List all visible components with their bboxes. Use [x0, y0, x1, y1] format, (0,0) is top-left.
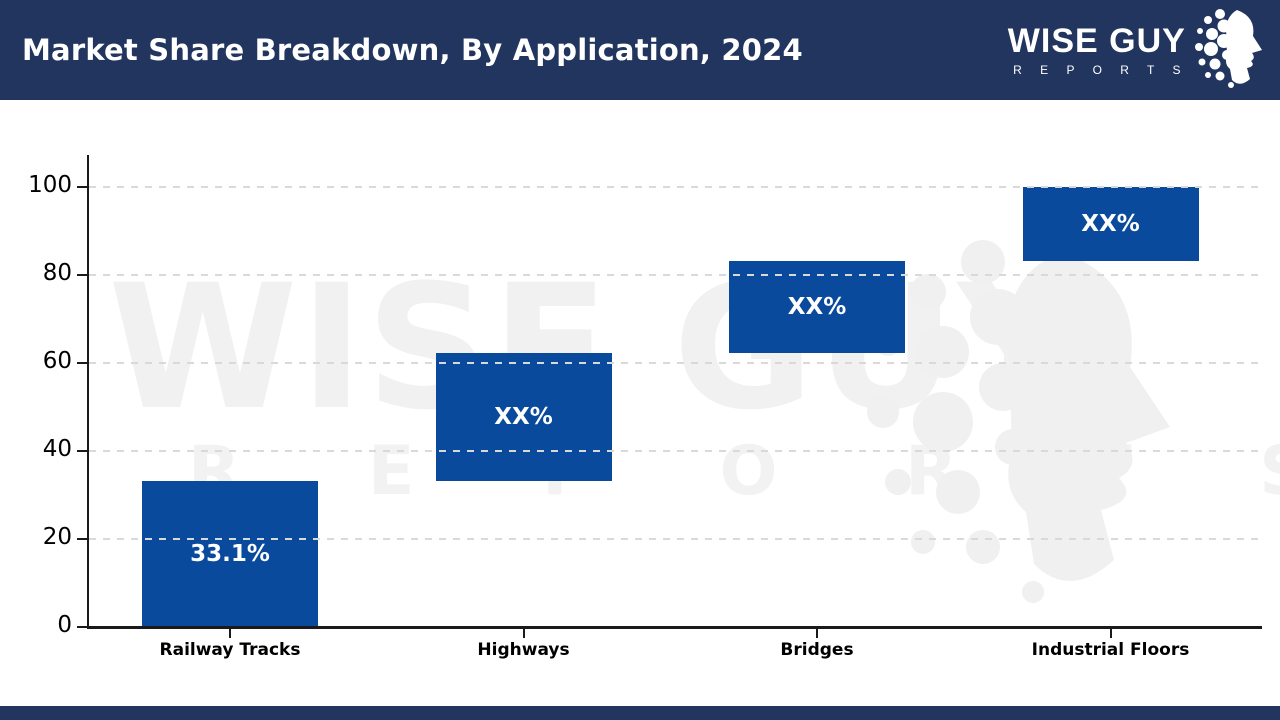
bar-value-label-highways: XX% — [494, 404, 553, 431]
y-tick-mark-60 — [77, 362, 87, 364]
header-bar: Market Share Breakdown, By Application, … — [0, 0, 1280, 100]
x-tick-mark-railway-tracks — [229, 629, 231, 638]
x-tick-label-highways: Highways — [477, 640, 570, 660]
watermark-face-icon — [867, 240, 1170, 603]
chart-title: Market Share Breakdown, By Application, … — [22, 33, 803, 67]
x-tick-label-bridges: Bridges — [780, 640, 854, 660]
brand-face-icon — [1195, 9, 1262, 88]
gridline-60 — [89, 362, 1262, 364]
bar-value-label-industrial-floors: XX% — [1081, 210, 1140, 237]
bar-value-label-bridges: XX% — [787, 293, 847, 320]
bar-industrial-floors: XX% — [1022, 187, 1199, 261]
brand-logo-text: WISE GUY R E P O R T S — [1006, 24, 1188, 77]
y-tick-mark-100 — [77, 186, 87, 188]
y-tick-label-40: 40 — [42, 436, 72, 462]
gridline-20 — [89, 538, 1262, 540]
brand-subtitle: R E P O R T S — [1013, 62, 1188, 77]
footer-bar — [0, 706, 1280, 720]
gridline-40 — [89, 450, 1262, 452]
brand-logo: WISE GUY R E P O R T S — [1006, 7, 1266, 93]
y-tick-label-0: 0 — [57, 612, 72, 638]
y-tick-mark-80 — [77, 274, 87, 276]
y-tick-mark-20 — [77, 538, 87, 540]
x-tick-mark-industrial-floors — [1109, 629, 1112, 638]
brand-name: WISE GUY — [1007, 21, 1186, 60]
x-tick-mark-bridges — [816, 629, 818, 638]
gridline-100 — [89, 186, 1262, 188]
y-tick-mark-40 — [77, 450, 87, 452]
y-tick-label-60: 60 — [42, 348, 72, 374]
x-axis-line — [87, 626, 1262, 629]
y-tick-mark-0 — [77, 626, 87, 628]
y-axis-line — [87, 155, 89, 629]
x-tick-mark-highways — [522, 629, 525, 638]
y-tick-label-20: 20 — [42, 524, 72, 550]
gridline-80 — [89, 274, 1262, 276]
x-tick-label-railway-tracks: Railway Tracks — [159, 640, 301, 660]
bar-highways: XX% — [435, 352, 612, 482]
y-tick-label-100: 100 — [28, 172, 72, 198]
bar-bridges: XX% — [729, 260, 905, 353]
bar-railway-tracks: 33.1% — [142, 481, 318, 627]
x-tick-label-industrial-floors: Industrial Floors — [1031, 640, 1190, 660]
bar-value-label-railway-tracks: 33.1% — [190, 541, 270, 568]
y-tick-label-80: 80 — [42, 260, 72, 286]
